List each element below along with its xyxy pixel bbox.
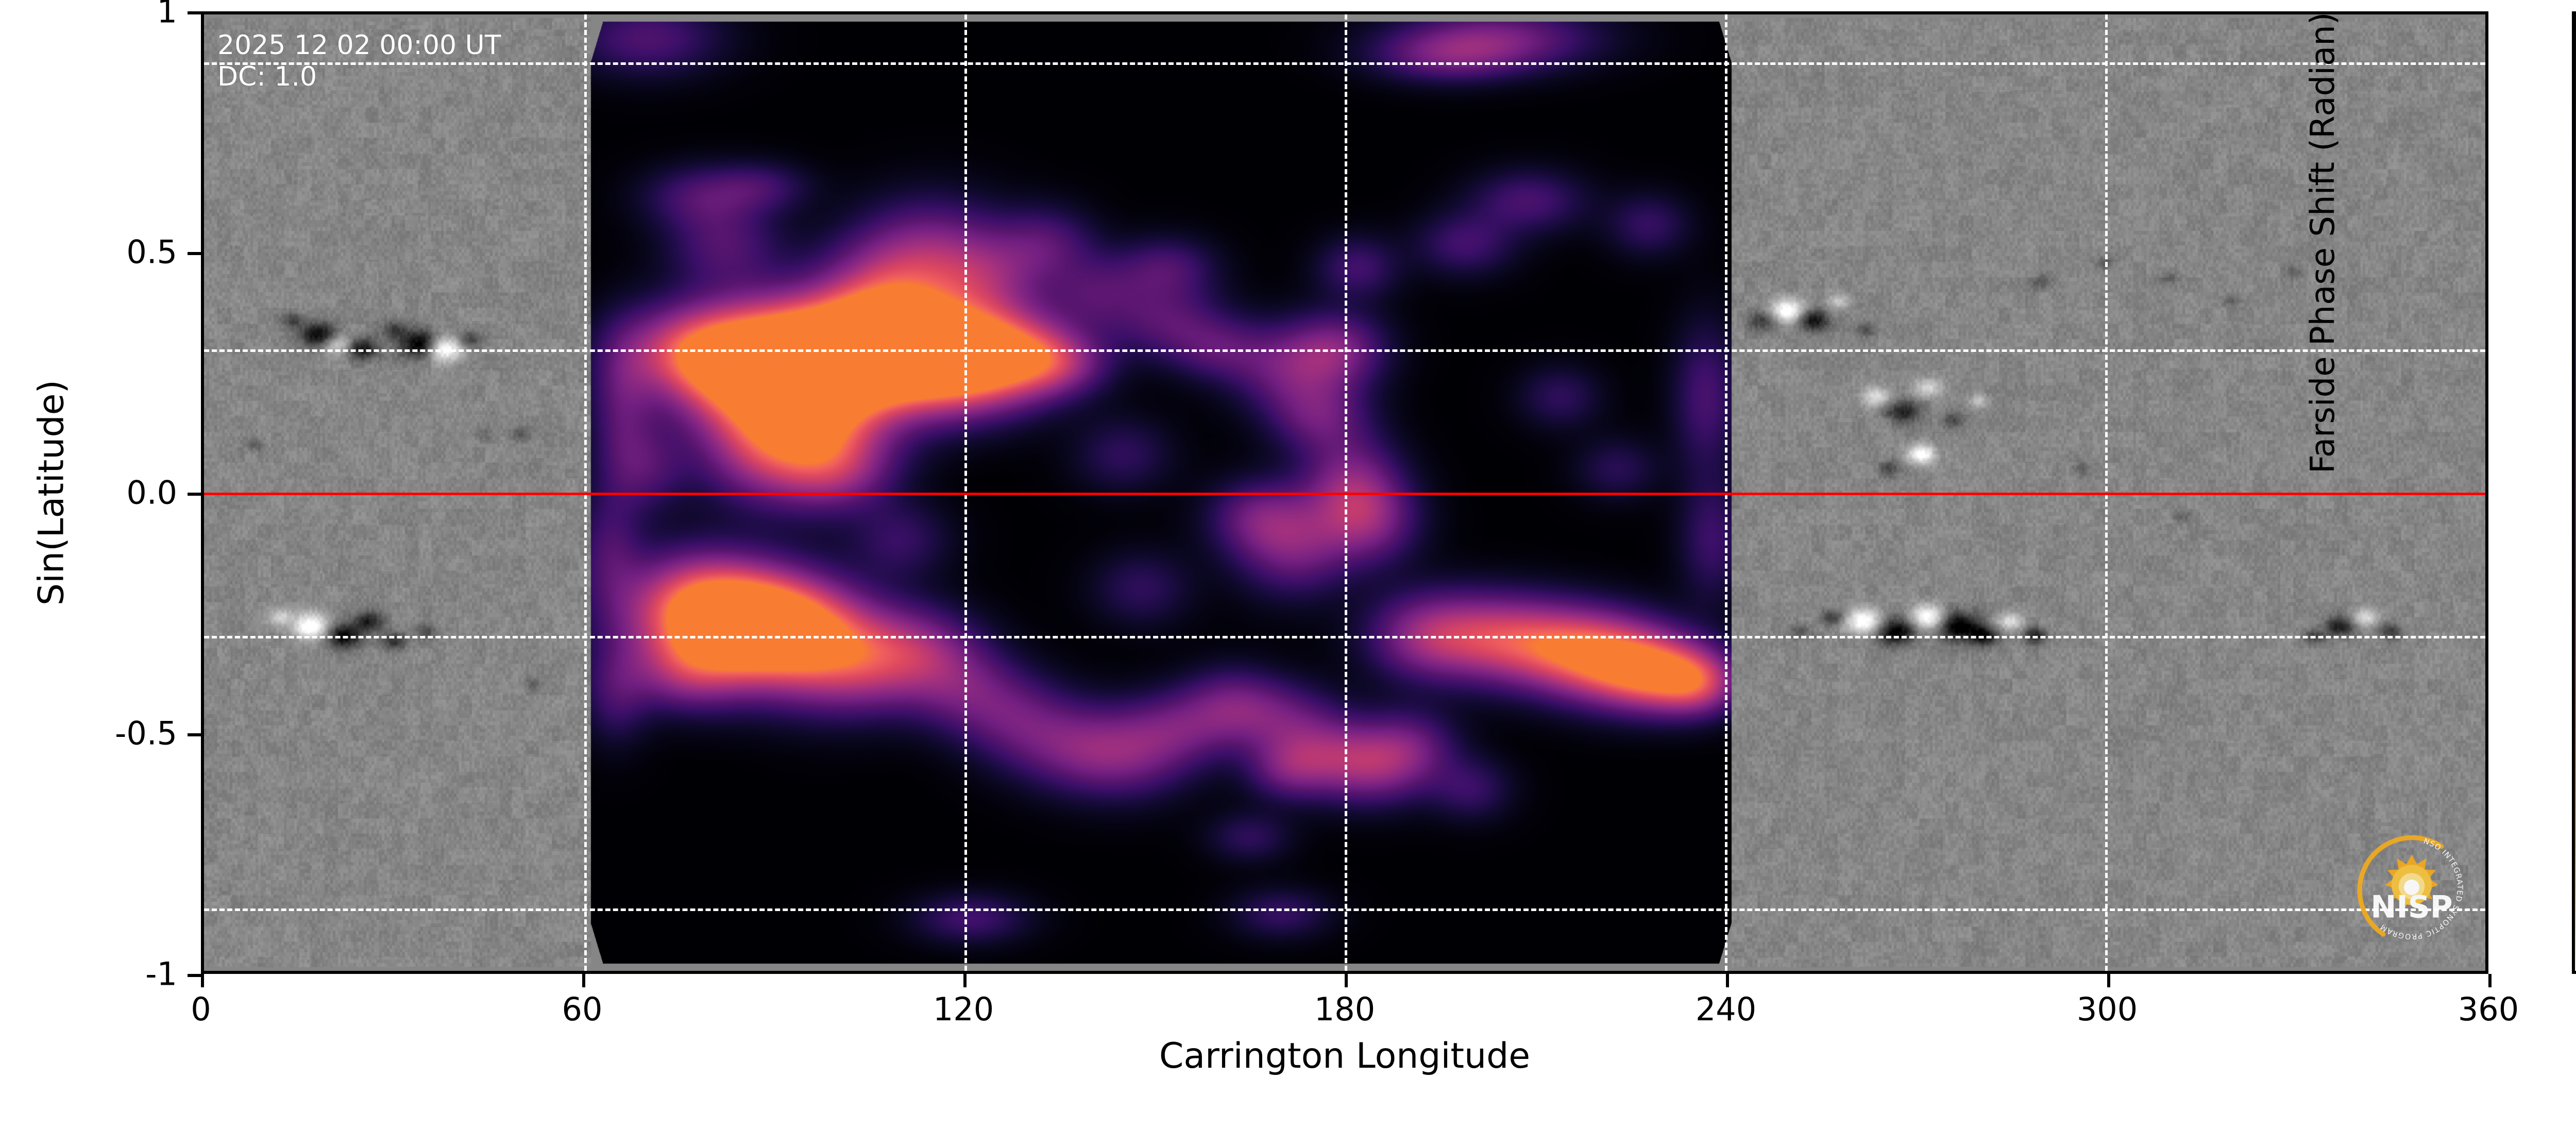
x-tick-label-300: 300 xyxy=(2076,990,2138,1028)
x-tick-label-240: 240 xyxy=(1695,990,1757,1028)
duty-cycle-text: DC: 1.0 xyxy=(217,61,317,93)
x-tick-label-120: 120 xyxy=(933,990,994,1028)
x-tick-240 xyxy=(1726,974,1729,987)
x-tick-300 xyxy=(2107,974,2110,987)
x-tick-label-0: 0 xyxy=(191,990,211,1028)
y-tick-label-0.5: 0.5 xyxy=(126,233,177,271)
y-tick--0.5 xyxy=(188,733,201,736)
sun-glyph xyxy=(2385,854,2438,908)
y-tick-0.5 xyxy=(188,252,201,255)
y-tick--1 xyxy=(188,974,201,977)
x-tick-60 xyxy=(582,974,585,987)
x-tick-label-180: 180 xyxy=(1314,990,1376,1028)
x-tick-label-360: 360 xyxy=(2458,990,2519,1028)
gridline-lat-0.9 xyxy=(204,62,2485,65)
timestamp-annotation: 2025 12 02 00:00 UT DC: 1.0 xyxy=(217,30,501,93)
x-axis-title: Carrington Longitude xyxy=(1159,1036,1531,1076)
gridline-lat-neg0.3 xyxy=(204,636,2485,639)
y-axis-title: Sin(Latitude) xyxy=(31,379,72,606)
y-tick-1 xyxy=(188,11,201,14)
x-tick-label-60: 60 xyxy=(562,990,603,1028)
plot-inner: 2025 12 02 00:00 UT DC: 1.0 NSO INTEGRAT… xyxy=(204,14,2485,971)
x-tick-180 xyxy=(1345,974,1348,987)
y-tick-label--1: -1 xyxy=(145,955,177,993)
y-tick-label--0.5: -0.5 xyxy=(115,714,177,752)
x-tick-120 xyxy=(963,974,967,987)
nisp-logo: NSO INTEGRATED SYNOPTIC PROGRAM NISP xyxy=(2357,835,2463,940)
timestamp-text: 2025 12 02 00:00 UT xyxy=(217,30,501,61)
nisp-acronym: NISP xyxy=(2370,889,2452,925)
main-plot-axes: 2025 12 02 00:00 UT DC: 1.0 NSO INTEGRAT… xyxy=(201,11,2488,974)
equator-line xyxy=(204,493,2485,495)
farside-phase-shift-colorbar[interactable] xyxy=(2572,11,2576,974)
y-tick-label-0.0: 0.0 xyxy=(126,474,177,512)
x-tick-360 xyxy=(2488,974,2492,987)
farside-colorbar-title: Farside Phase Shift (Radian) xyxy=(2304,12,2343,474)
x-tick-0 xyxy=(201,974,204,987)
gridline-lat-0.3 xyxy=(204,349,2485,352)
y-tick-label-1: 1 xyxy=(157,0,177,30)
y-tick-0.0 xyxy=(188,493,201,496)
gridline-lat-neg0.87 xyxy=(204,908,2485,912)
